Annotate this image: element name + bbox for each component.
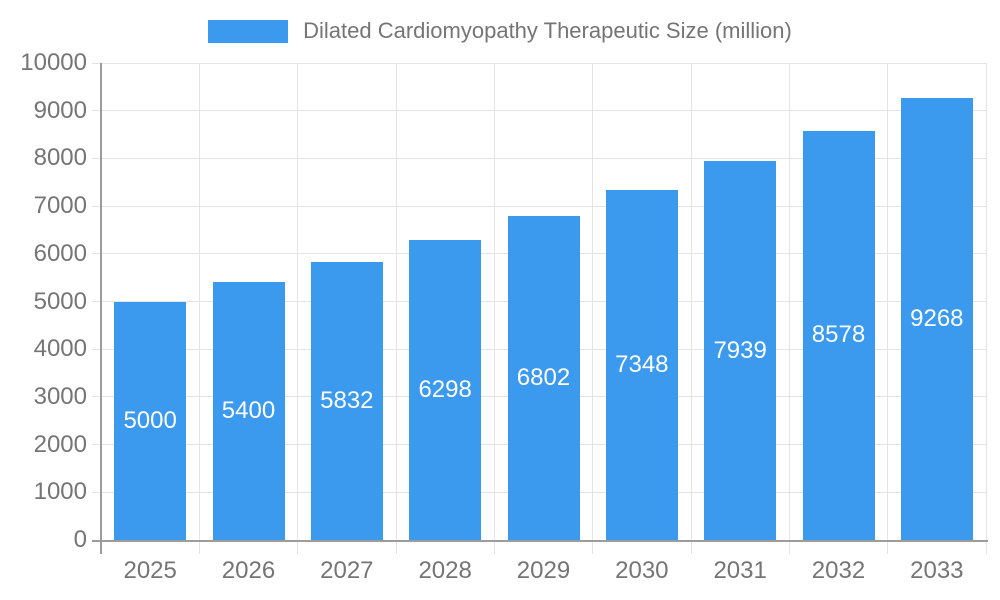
x-tick-label: 2031 (713, 557, 767, 584)
x-tick-label: 2029 (516, 557, 571, 584)
bar-value-label: 8578 (811, 321, 866, 349)
y-tick-label: 2000 (33, 430, 87, 458)
y-tick-label: 10000 (20, 49, 87, 76)
x-tick-label: 2030 (615, 557, 669, 584)
bar[interactable]: 7939 (704, 161, 777, 540)
y-tick-label: 6000 (33, 239, 87, 267)
y-tick-label: 4000 (33, 335, 87, 363)
x-axis-tick (592, 542, 594, 554)
legend[interactable]: Dilated Cardiomyopathy Therapeutic Size … (0, 14, 1000, 48)
y-axis-tick (92, 301, 101, 302)
h-gridline (101, 110, 986, 112)
bar[interactable]: 7348 (605, 189, 678, 540)
plot-area: 0 1000 2000 3000 4000 5000 6000 7000 8000 9000 100… (20, 49, 988, 584)
x-tick-label: 2026 (221, 557, 276, 584)
h-gridline (101, 62, 986, 64)
y-tick-label: 0 (73, 526, 87, 553)
y-tick-label: 1000 (33, 478, 87, 506)
y-tick-label: 8000 (33, 144, 87, 172)
v-gridline (297, 63, 299, 540)
y-axis-tick (92, 253, 101, 255)
x-axis-line (92, 540, 988, 542)
legend-swatch (208, 19, 289, 43)
y-tick-label: 5000 (33, 287, 87, 315)
x-tick-label: 2028 (418, 557, 472, 584)
x-axis-tick (297, 542, 299, 554)
y-tick-label: 7000 (33, 192, 87, 220)
bar-value-label: 5400 (221, 397, 276, 425)
v-gridline (887, 63, 889, 540)
x-tick-label: 2027 (320, 557, 374, 584)
x-tick-label: 2025 (123, 557, 177, 584)
y-axis-tick (92, 62, 101, 64)
x-axis-tick (788, 542, 790, 554)
bar-value-label: 5000 (123, 406, 177, 434)
bar-value-label: 7348 (615, 350, 669, 378)
y-axis-tick (92, 110, 101, 112)
bar[interactable]: 5400 (212, 282, 285, 540)
y-axis-tick (92, 348, 101, 350)
y-axis-tick (92, 444, 101, 446)
x-axis-tick (887, 542, 889, 554)
v-gridline (788, 63, 790, 540)
bar[interactable]: 9268 (900, 97, 973, 540)
bar[interactable]: 8578 (802, 130, 875, 540)
bar[interactable]: 6802 (507, 215, 580, 540)
bar-value-label: 6298 (418, 375, 472, 403)
h-gridline (101, 205, 986, 207)
v-gridline (395, 63, 397, 540)
v-gridline (690, 63, 692, 540)
y-axis-tick (92, 396, 101, 398)
v-gridline (592, 63, 594, 540)
y-axis-tick (92, 491, 101, 493)
x-axis-tick (985, 542, 987, 554)
bar[interactable]: 5000 (114, 301, 187, 540)
bar[interactable]: 6298 (409, 239, 482, 540)
x-axis-tick (395, 542, 397, 554)
v-gridline (493, 63, 495, 540)
y-tick-label: 3000 (33, 382, 87, 410)
x-axis-tick (690, 542, 692, 554)
x-axis-tick (493, 542, 495, 554)
v-gridline (198, 63, 200, 540)
x-tick-label: 2033 (910, 557, 964, 584)
x-tick-label: 2032 (811, 557, 866, 584)
bar-value-label: 5832 (320, 386, 374, 414)
y-axis-line (100, 63, 102, 554)
bar[interactable]: 5832 (310, 261, 383, 540)
y-tick-label: 9000 (33, 96, 87, 124)
x-axis-tick (198, 542, 200, 554)
y-axis-tick (92, 205, 101, 207)
v-gridline (985, 63, 987, 540)
h-gridline (101, 157, 986, 159)
bar-value-label: 6802 (516, 363, 571, 391)
bar-value-label: 7939 (713, 336, 767, 364)
bar-value-label: 9268 (910, 304, 964, 332)
y-axis-tick (92, 157, 101, 159)
legend-label: Dilated Cardiomyopathy Therapeutic Size … (303, 18, 792, 43)
